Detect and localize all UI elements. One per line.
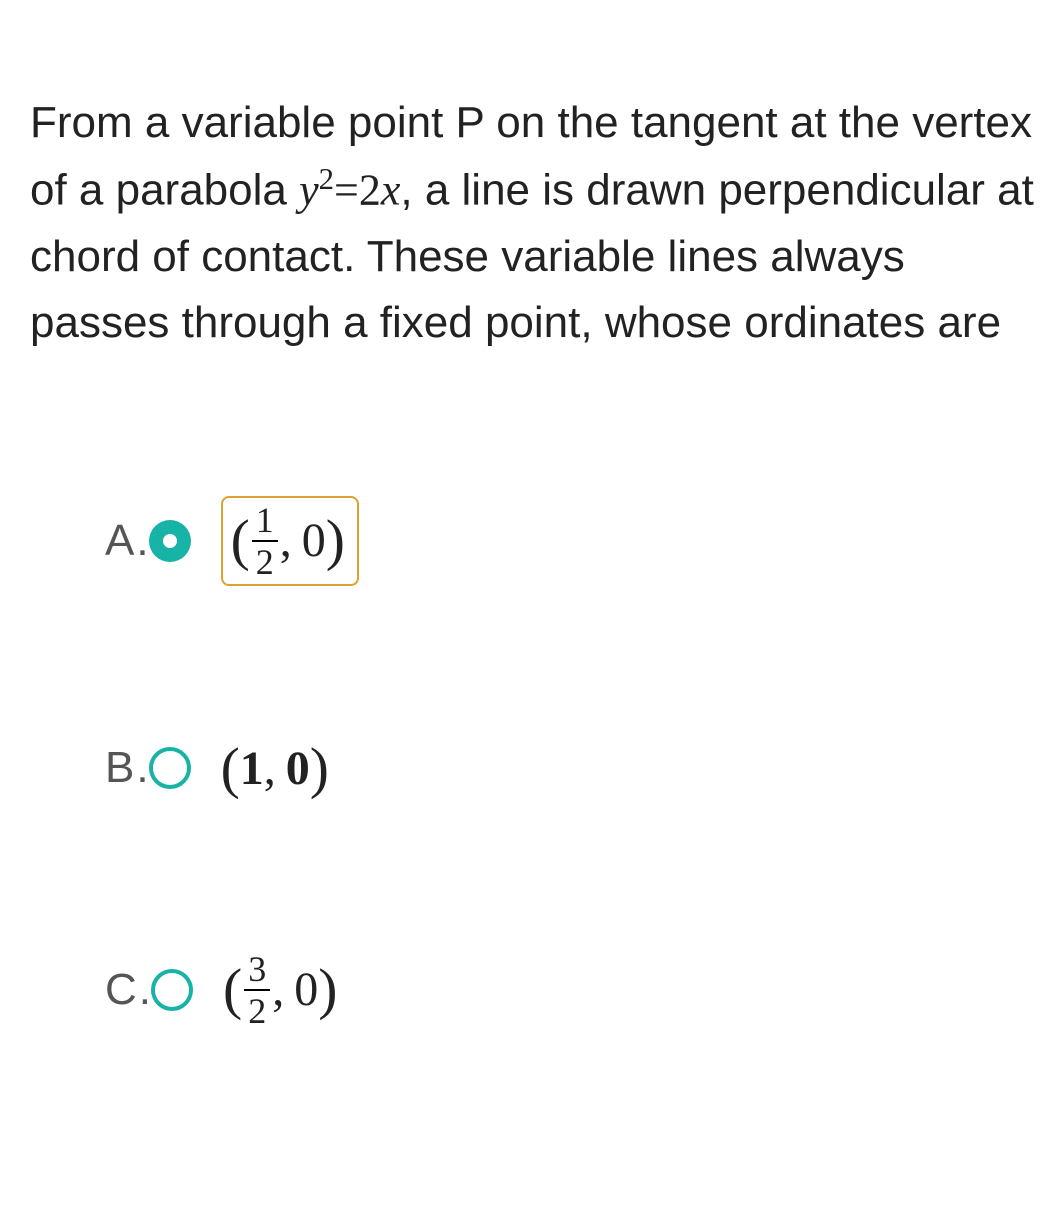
paren-close: ) [318, 957, 337, 1022]
radio-button[interactable] [149, 520, 191, 562]
option-letter-dot: . [136, 516, 148, 566]
comma: , [272, 962, 284, 1017]
option-value: (1,0) [221, 736, 329, 801]
option-letter-dot: . [139, 965, 151, 1015]
option-value: (32,0) [223, 951, 337, 1029]
paren-close: ) [310, 736, 329, 801]
paren-close: ) [326, 508, 345, 573]
option-a[interactable]: A. (12,0) [105, 496, 1034, 586]
option-letter: C [105, 965, 137, 1015]
fraction: 32 [244, 951, 270, 1029]
options-list: A.(12,0)B.(1,0)C.(32,0) [30, 496, 1034, 1029]
option-letter-dot: . [136, 743, 148, 793]
paren-open: ( [231, 508, 250, 573]
eq-coef: 2 [359, 166, 381, 215]
fraction-denominator: 2 [244, 991, 270, 1029]
fraction-denominator: 2 [252, 542, 278, 580]
eq-sup: 2 [319, 162, 334, 196]
question-text: From a variable point P on the tangent a… [30, 90, 1034, 356]
second-coord: 0 [294, 962, 318, 1017]
fraction: 12 [252, 502, 278, 580]
fraction-numerator: 3 [244, 951, 270, 991]
option-value: (12,0) [221, 496, 359, 586]
option-c[interactable]: C. (32,0) [105, 951, 1034, 1029]
radio-button[interactable] [149, 747, 191, 789]
option-letter: A [105, 516, 134, 566]
eq-equals: = [334, 166, 359, 215]
option-letter: B [105, 743, 134, 793]
eq-y: y [299, 166, 319, 215]
paren-open: ( [223, 957, 242, 1022]
comma: , [280, 513, 292, 568]
comma: , [264, 741, 276, 796]
fraction-numerator: 1 [252, 502, 278, 542]
radio-button[interactable] [151, 969, 193, 1011]
eq-x: x [381, 166, 401, 215]
second-coord: 0 [302, 513, 326, 568]
second-coord: 0 [286, 741, 310, 796]
paren-open: ( [221, 736, 240, 801]
option-b[interactable]: B. (1,0) [105, 736, 1034, 801]
first-coord: 1 [240, 741, 264, 796]
